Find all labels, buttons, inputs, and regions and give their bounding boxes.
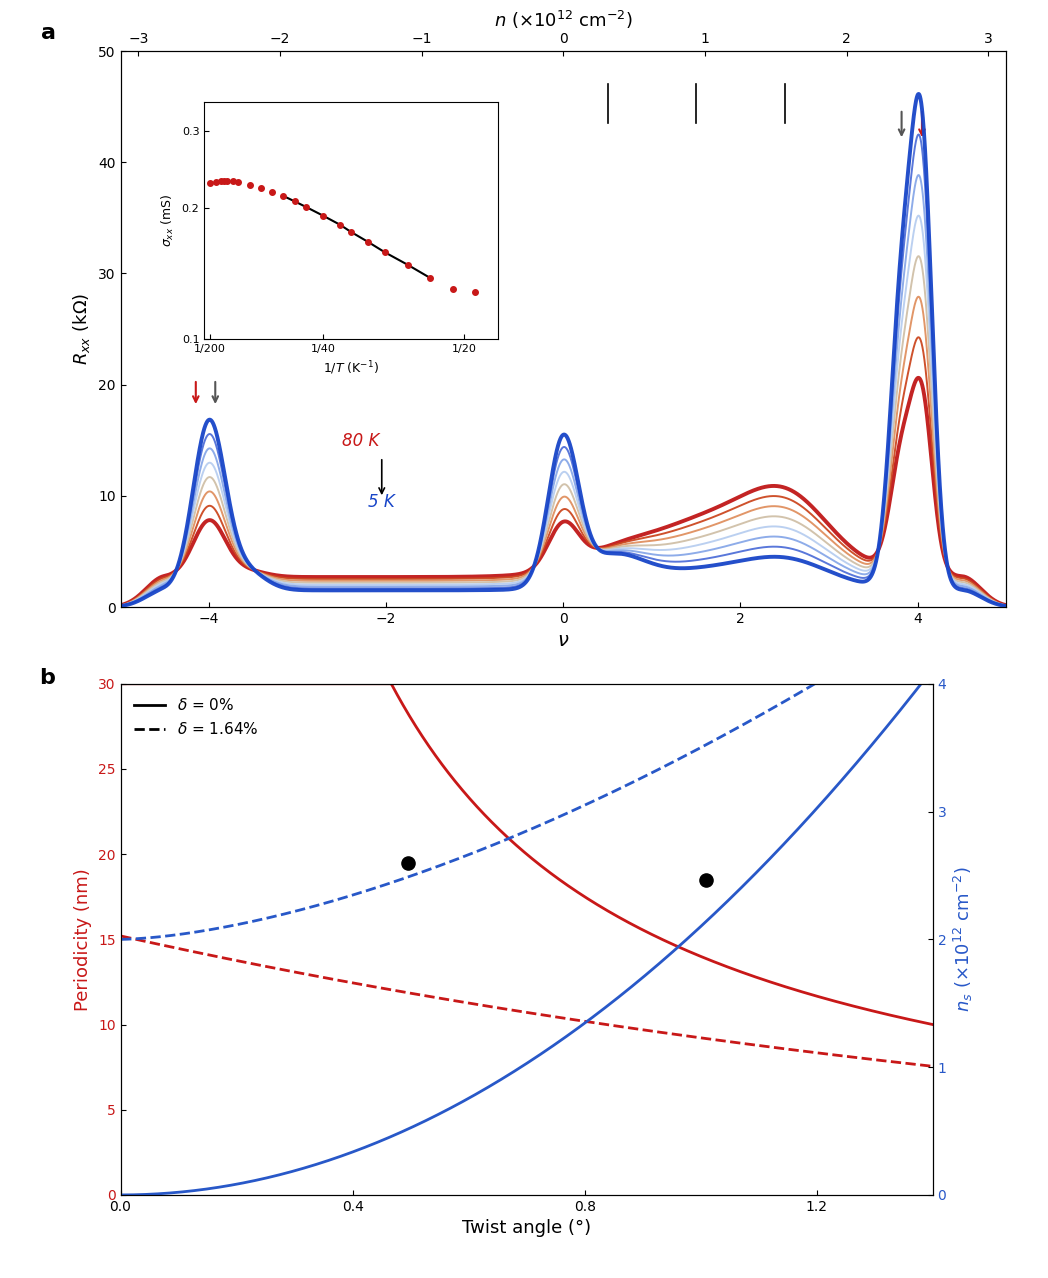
Point bbox=[298, 197, 314, 217]
Point bbox=[399, 254, 416, 275]
Text: a: a bbox=[41, 23, 56, 43]
Point bbox=[201, 173, 218, 193]
Text: 80 K: 80 K bbox=[342, 432, 379, 450]
Point bbox=[286, 192, 303, 212]
Point bbox=[444, 279, 461, 299]
Point bbox=[376, 242, 393, 262]
Text: 5 K: 5 K bbox=[369, 493, 395, 511]
X-axis label: $\nu$: $\nu$ bbox=[558, 631, 569, 651]
Legend: $\delta$ = 0%, $\delta$ = 1.64%: $\delta$ = 0%, $\delta$ = 1.64% bbox=[128, 691, 265, 744]
Point bbox=[253, 178, 269, 198]
Point bbox=[264, 181, 281, 202]
Point bbox=[224, 171, 241, 192]
Point bbox=[241, 175, 258, 196]
Point bbox=[230, 173, 246, 193]
Point bbox=[331, 215, 348, 235]
Point bbox=[216, 170, 233, 190]
Point bbox=[219, 170, 236, 190]
Y-axis label: Periodicity (nm): Periodicity (nm) bbox=[74, 868, 92, 1011]
Point bbox=[466, 282, 483, 303]
Point bbox=[421, 267, 438, 288]
Point bbox=[275, 185, 291, 206]
Point bbox=[399, 852, 416, 873]
Y-axis label: $\sigma_{xx}$ (mS): $\sigma_{xx}$ (mS) bbox=[160, 194, 176, 247]
X-axis label: Twist angle (°): Twist angle (°) bbox=[462, 1219, 591, 1237]
Point bbox=[208, 173, 224, 193]
Point bbox=[314, 206, 331, 226]
Point bbox=[359, 231, 376, 252]
Y-axis label: $n_s$ ($\times$10$^{12}$ cm$^{-2}$): $n_s$ ($\times$10$^{12}$ cm$^{-2}$) bbox=[952, 866, 975, 1012]
Point bbox=[698, 869, 715, 889]
X-axis label: $n$ ($\times$10$^{12}$ cm$^{-2}$): $n$ ($\times$10$^{12}$ cm$^{-2}$) bbox=[494, 9, 633, 31]
Point bbox=[213, 171, 230, 192]
Text: b: b bbox=[40, 668, 56, 689]
Y-axis label: $R_{xx}$ (k$\Omega$): $R_{xx}$ (k$\Omega$) bbox=[71, 293, 92, 366]
Point bbox=[343, 222, 359, 243]
X-axis label: 1/$T$ (K$^{-1}$): 1/$T$ (K$^{-1}$) bbox=[323, 359, 379, 377]
